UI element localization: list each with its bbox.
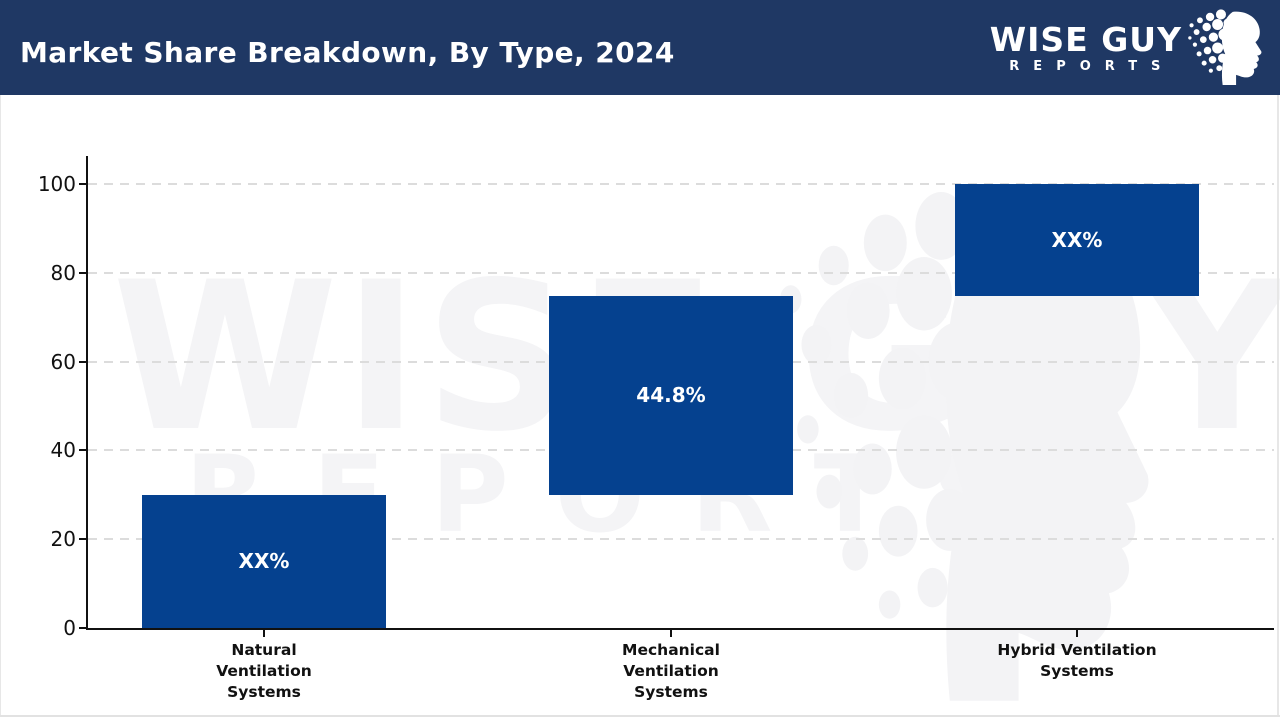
y-tick-mark (79, 183, 86, 185)
y-tick-mark (79, 360, 86, 363)
bar-value-label: XX% (1051, 227, 1103, 252)
x-axis (86, 628, 1274, 630)
y-tick-mark (79, 449, 86, 452)
y-tick-label: 40 (50, 438, 76, 463)
bar-value-label: 44.8% (636, 383, 706, 408)
x-category-label: Hybrid Ventilation Systems (997, 641, 1157, 680)
bar-segment: XX% (142, 494, 386, 628)
frame-bottom-rule (0, 715, 1280, 717)
y-tick-mark (79, 538, 86, 541)
gridline-20 (88, 538, 1274, 541)
y-tick-mark (79, 271, 86, 274)
y-tick-label: 80 (50, 260, 76, 285)
y-tick-label: 0 (63, 616, 76, 640)
frame-right-rule (1277, 95, 1279, 715)
bar-value-label: XX% (238, 549, 290, 574)
gridline-80 (88, 271, 1274, 274)
wiseguy-face-icon (1188, 8, 1262, 85)
x-tick-mark (1076, 630, 1078, 637)
x-tick-mark (670, 630, 672, 637)
header-bar: Market Share Breakdown, By Type, 2024 WI… (0, 0, 1280, 95)
y-tick-mark (79, 627, 86, 629)
x-tick-mark (263, 630, 265, 637)
frame-left-rule (0, 95, 1, 715)
y-tick-label: 20 (50, 527, 76, 552)
wiseguy-logo: WISE GUY REPORTS (990, 6, 1268, 90)
logo-text: WISE GUY REPORTS (990, 23, 1182, 73)
y-tick-label: 100 (37, 172, 76, 196)
y-tick-label: 60 (50, 349, 76, 374)
logo-subtitle: REPORTS (1009, 58, 1175, 74)
y-axis (86, 156, 88, 630)
logo-wordmark: WISE GUY (989, 19, 1182, 59)
bar-segment: 44.8% (549, 295, 793, 495)
x-category-label: Natural Ventilation Systems (216, 641, 312, 701)
page-title: Market Share Breakdown, By Type, 2024 (20, 36, 675, 69)
gridline-100 (88, 183, 1274, 185)
bar-segment: XX% (955, 184, 1199, 296)
x-category-label: Mechanical Ventilation Systems (622, 641, 720, 701)
